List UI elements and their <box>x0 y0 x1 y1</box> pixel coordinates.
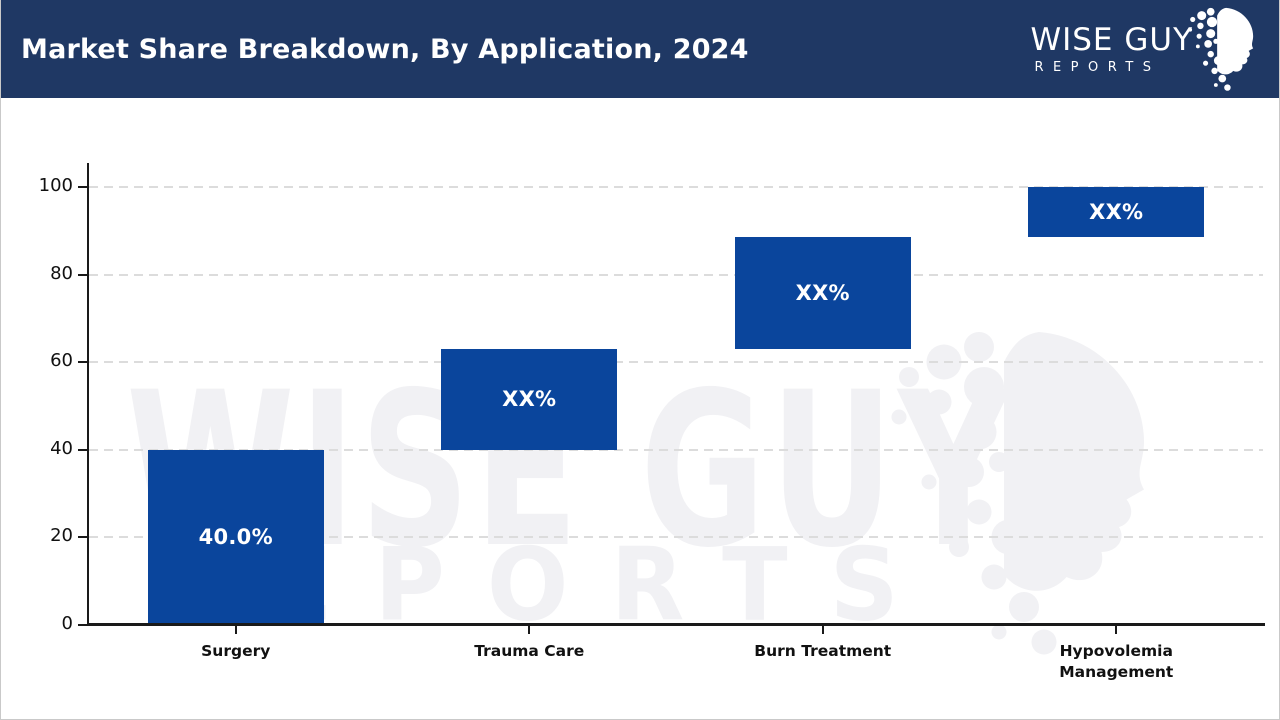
bar-value-label-trauma-care: XX% <box>502 387 557 412</box>
gridline-20 <box>89 536 1263 539</box>
y-axis-line <box>87 163 89 626</box>
bar-burn-treatment: XX% <box>734 237 911 350</box>
y-tick-0 <box>78 624 87 626</box>
gridline-100 <box>89 186 1263 188</box>
y-tick-label-20: 20 <box>50 525 73 547</box>
y-tick-label-0: 0 <box>61 613 73 634</box>
x-axis-line <box>87 623 1265 626</box>
plot-area: 0 20 40 60 80 100 40.0% Surgery XX% Trauma Care XX… <box>39 163 1265 681</box>
bar-surgery: 40.0% <box>147 449 324 625</box>
y-tick-40 <box>78 448 87 451</box>
logo-text: WISE GUY REPORTS <box>1030 21 1193 75</box>
gridline-40 <box>89 448 1263 451</box>
category-label-hypovolemia-management: Hypovolemia Management <box>1059 642 1174 681</box>
gridline-60 <box>89 361 1263 364</box>
bar-value-label-hypovolemia-management: XX% <box>1089 200 1144 225</box>
x-tick-surgery <box>234 626 237 634</box>
y-tick-60 <box>78 361 87 364</box>
bar-hypovolemia-management: XX% <box>1028 187 1205 238</box>
y-tick-label-80: 80 <box>50 262 73 284</box>
y-tick-label-40: 40 <box>50 437 73 459</box>
face-logo-icon <box>1177 4 1265 94</box>
y-tick-label-100: 100 <box>38 175 73 196</box>
x-tick-burn-treatment <box>821 626 824 634</box>
y-tick-label-60: 60 <box>50 350 73 372</box>
logo-wiseguy-text: WISE GUY <box>1030 21 1193 58</box>
wise-guy-reports-logo: WISE GUY REPORTS <box>1030 4 1265 94</box>
bar-trauma-care: XX% <box>441 349 618 450</box>
category-label-surgery: Surgery <box>201 642 271 660</box>
logo-reports-text: REPORTS <box>1034 59 1161 75</box>
y-tick-20 <box>78 536 87 539</box>
x-tick-trauma-care <box>528 626 531 634</box>
category-label-trauma-care: Trauma Care <box>474 642 585 660</box>
category-label-burn-treatment: Burn Treatment <box>754 642 892 660</box>
gridline-80 <box>89 273 1263 276</box>
header-bar: Market Share Breakdown, By Application, … <box>1 0 1279 98</box>
page-title: Market Share Breakdown, By Application, … <box>21 33 749 65</box>
bar-value-label-burn-treatment: XX% <box>795 281 850 306</box>
y-tick-80 <box>78 273 87 276</box>
y-tick-100 <box>78 186 87 188</box>
bar-value-label-surgery: 40.0% <box>198 525 273 550</box>
x-tick-hypovolemia-management <box>1115 626 1118 634</box>
